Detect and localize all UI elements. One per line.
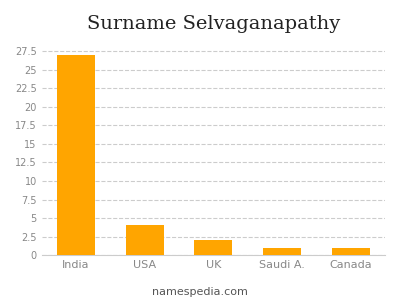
Bar <box>57 55 95 255</box>
Bar <box>126 226 164 255</box>
Title: Surname Selvaganapathy: Surname Selvaganapathy <box>87 15 340 33</box>
Bar <box>332 248 370 255</box>
Bar <box>194 240 232 255</box>
Bar <box>263 248 301 255</box>
Text: namespedia.com: namespedia.com <box>152 287 248 297</box>
